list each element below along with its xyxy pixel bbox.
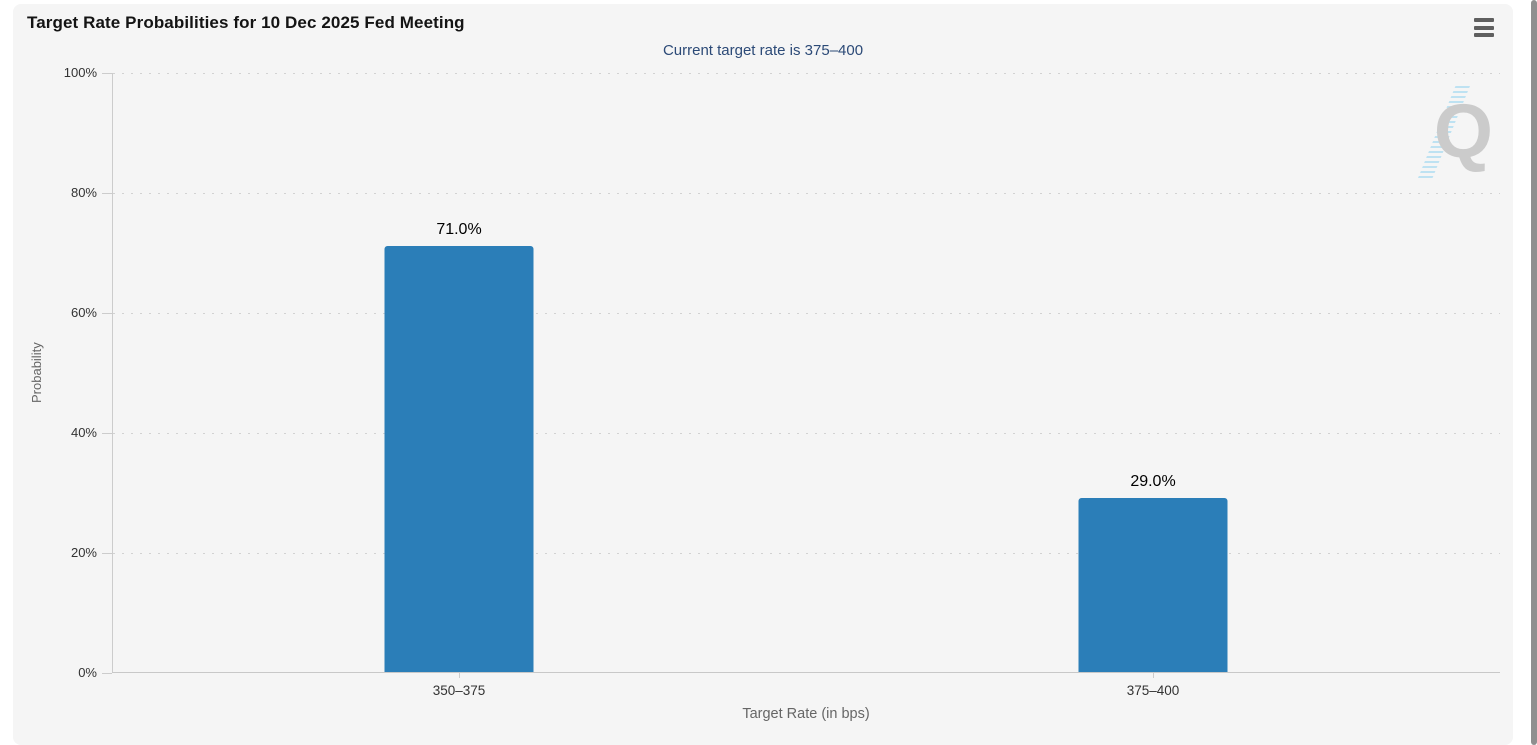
chart-title: Target Rate Probabilities for 10 Dec 202…	[27, 13, 465, 32]
probability-bar[interactable]	[384, 246, 534, 672]
bar-value-label: 29.0%	[1130, 473, 1176, 490]
quikstrike-watermark: Q	[1418, 82, 1493, 182]
scrollbar-thumb[interactable]	[1531, 0, 1537, 745]
y-gridline	[113, 432, 1500, 434]
y-axis-label: 100%	[63, 65, 97, 80]
menu-bar	[1474, 33, 1494, 37]
x-axis-title: Target Rate (in bps)	[742, 706, 870, 722]
plot-area: Probability Target Rate (in bps) 0% 20% 40…	[29, 65, 1500, 722]
y-axis-tick	[102, 72, 112, 74]
watermark-q-letter: Q	[1433, 89, 1493, 174]
y-axis-tick	[102, 672, 112, 674]
y-axis-label: 60%	[70, 305, 97, 320]
x-axis-category-label: 375–400	[1126, 683, 1180, 698]
y-gridline	[113, 192, 1500, 194]
x-axis-line	[112, 672, 1500, 673]
chart-container: Target Rate Probabilities for 10 Dec 202…	[13, 4, 1513, 745]
y-gridline	[113, 312, 1500, 314]
hamburger-menu-icon[interactable]	[1474, 18, 1494, 37]
bar-value-label: 71.0%	[436, 221, 482, 238]
x-axis-category-label: 350–375	[432, 683, 486, 698]
y-axis-label: 80%	[70, 185, 97, 200]
y-axis-tick	[102, 552, 112, 554]
y-axis-label: 20%	[70, 545, 97, 560]
chart-subtitle: Current target rate is 375–400	[662, 42, 864, 59]
y-axis-label: 0%	[78, 665, 97, 680]
y-axis-tick	[102, 192, 112, 194]
x-axis-tick	[1153, 673, 1154, 678]
x-axis-tick	[459, 673, 460, 678]
y-gridline	[113, 72, 1500, 74]
scrollbar-track	[1530, 0, 1537, 745]
y-gridline	[113, 552, 1500, 554]
probability-bar[interactable]	[1078, 498, 1228, 672]
menu-bar	[1474, 18, 1494, 22]
y-axis-label: 40%	[70, 425, 97, 440]
y-axis-tick	[102, 312, 112, 314]
y-axis-line	[112, 73, 113, 673]
y-axis-tick	[102, 432, 112, 434]
y-axis-title: Probability	[29, 342, 44, 404]
menu-bar	[1474, 25, 1494, 30]
